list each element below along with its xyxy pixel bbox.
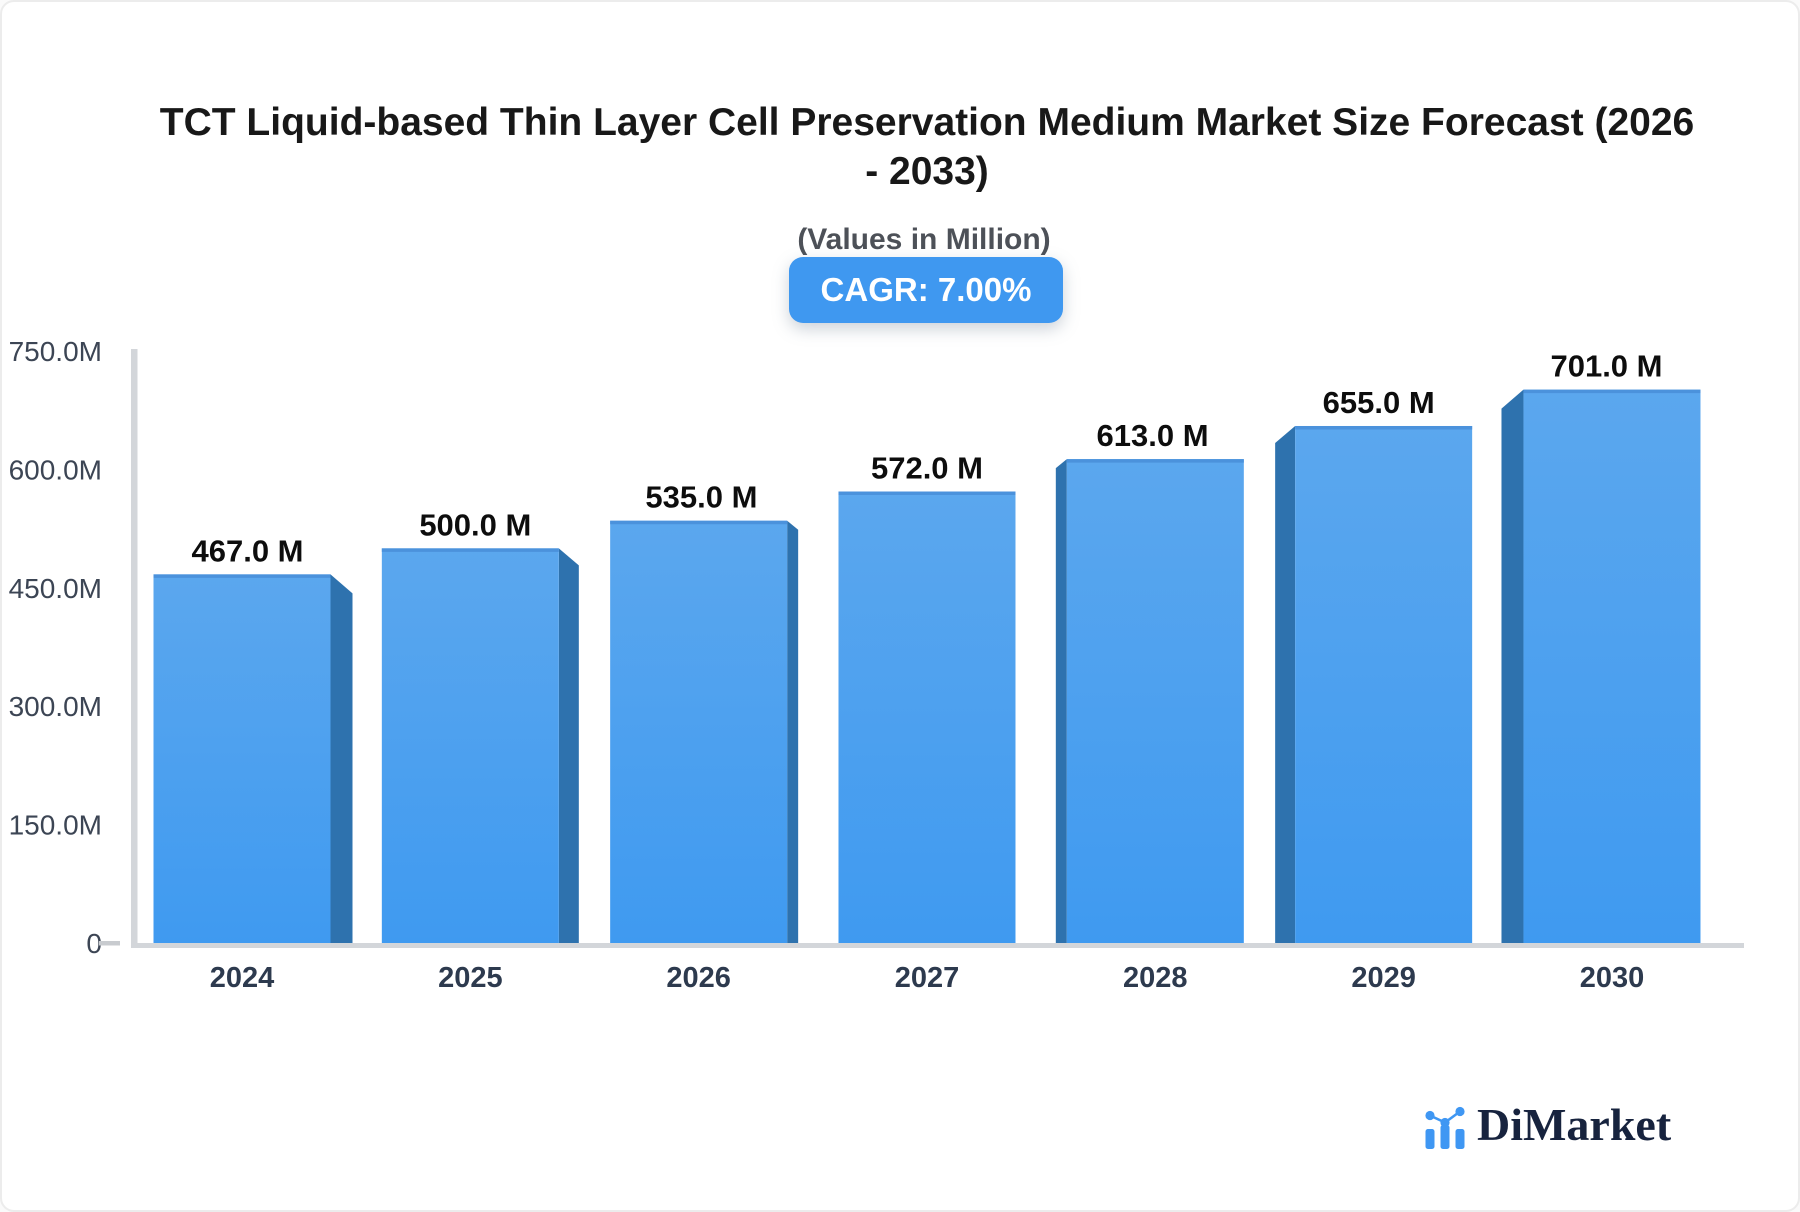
bar-value-label: 535.0 M	[645, 480, 757, 515]
dimarket-logo[interactable]: DiMarket	[1423, 1097, 1671, 1153]
y-tick-label: 450.0M	[9, 573, 102, 604]
x-tick-label-2025: 2025	[438, 962, 503, 994]
x-axis-line	[131, 943, 1744, 948]
bar-group-2030: 701.0 M 2030	[1501, 349, 1701, 994]
y-tick-label: 150.0M	[9, 810, 102, 841]
bar-2029[interactable]	[1295, 425, 1473, 943]
bar-group-2029: 655.0 M 2029	[1275, 385, 1473, 994]
bar-chart-with-trend-dots-icon	[1425, 1106, 1465, 1149]
bar-value-label: 655.0 M	[1323, 385, 1435, 420]
bar-group-2024: 467.0 M 2024	[153, 533, 353, 994]
bar-3d-side	[1275, 425, 1296, 943]
page-title: TCT Liquid-based Thin Layer Cell Preserv…	[2, 98, 1798, 196]
bar-group-2027: 572.0 M 2027	[838, 451, 1016, 994]
y-axis-line	[131, 349, 138, 948]
bar-group-2025: 500.0 M 2025	[381, 507, 579, 994]
bar-2027[interactable]	[838, 491, 1016, 943]
x-tick-label-2027: 2027	[895, 962, 960, 994]
bar-group-2028: 613.0 M 2028	[1055, 418, 1244, 994]
x-tick-label-2029: 2029	[1351, 962, 1416, 994]
x-tick-label-2024: 2024	[210, 962, 275, 994]
bar-3d-side	[1055, 459, 1067, 943]
y-tick-label: 0	[86, 928, 102, 959]
bar-2025[interactable]	[381, 548, 559, 943]
bar-group-2026: 535.0 M 2026	[610, 480, 799, 994]
bar-value-label: 467.0 M	[191, 533, 303, 568]
bar-3d-side	[330, 574, 353, 943]
bar-2030[interactable]	[1523, 389, 1701, 943]
bar-value-label: 572.0 M	[871, 451, 983, 486]
logo-text: DiMarket	[1477, 1099, 1672, 1150]
y-tick-label: 600.0M	[9, 454, 102, 485]
x-tick-label-2028: 2028	[1123, 962, 1188, 994]
x-tick-label-2030: 2030	[1580, 962, 1645, 994]
bar-value-label: 613.0 M	[1097, 418, 1209, 453]
bar-3d-side	[558, 548, 579, 943]
y-tick-label: 750.0M	[9, 336, 102, 367]
bar-2028[interactable]	[1066, 459, 1244, 943]
y-tick-label: 300.0M	[9, 691, 102, 722]
bar-2024[interactable]	[153, 574, 331, 943]
bar-3d-side	[1501, 389, 1524, 943]
bar-value-label: 701.0 M	[1550, 349, 1662, 384]
y-axis-zero-tick	[99, 941, 120, 946]
bar-value-label: 500.0 M	[419, 507, 531, 542]
title-line-1: TCT Liquid-based Thin Layer Cell Preserv…	[159, 101, 1695, 144]
bar-3d-side	[787, 520, 799, 943]
title-line-2: - 2033)	[865, 150, 989, 193]
x-tick-label-2026: 2026	[666, 962, 731, 994]
chart-subtitle: (Values in Million)	[797, 223, 1051, 256]
bar-2026[interactable]	[610, 520, 788, 943]
cagr-badge: CAGR: 7.00%	[789, 257, 1063, 323]
